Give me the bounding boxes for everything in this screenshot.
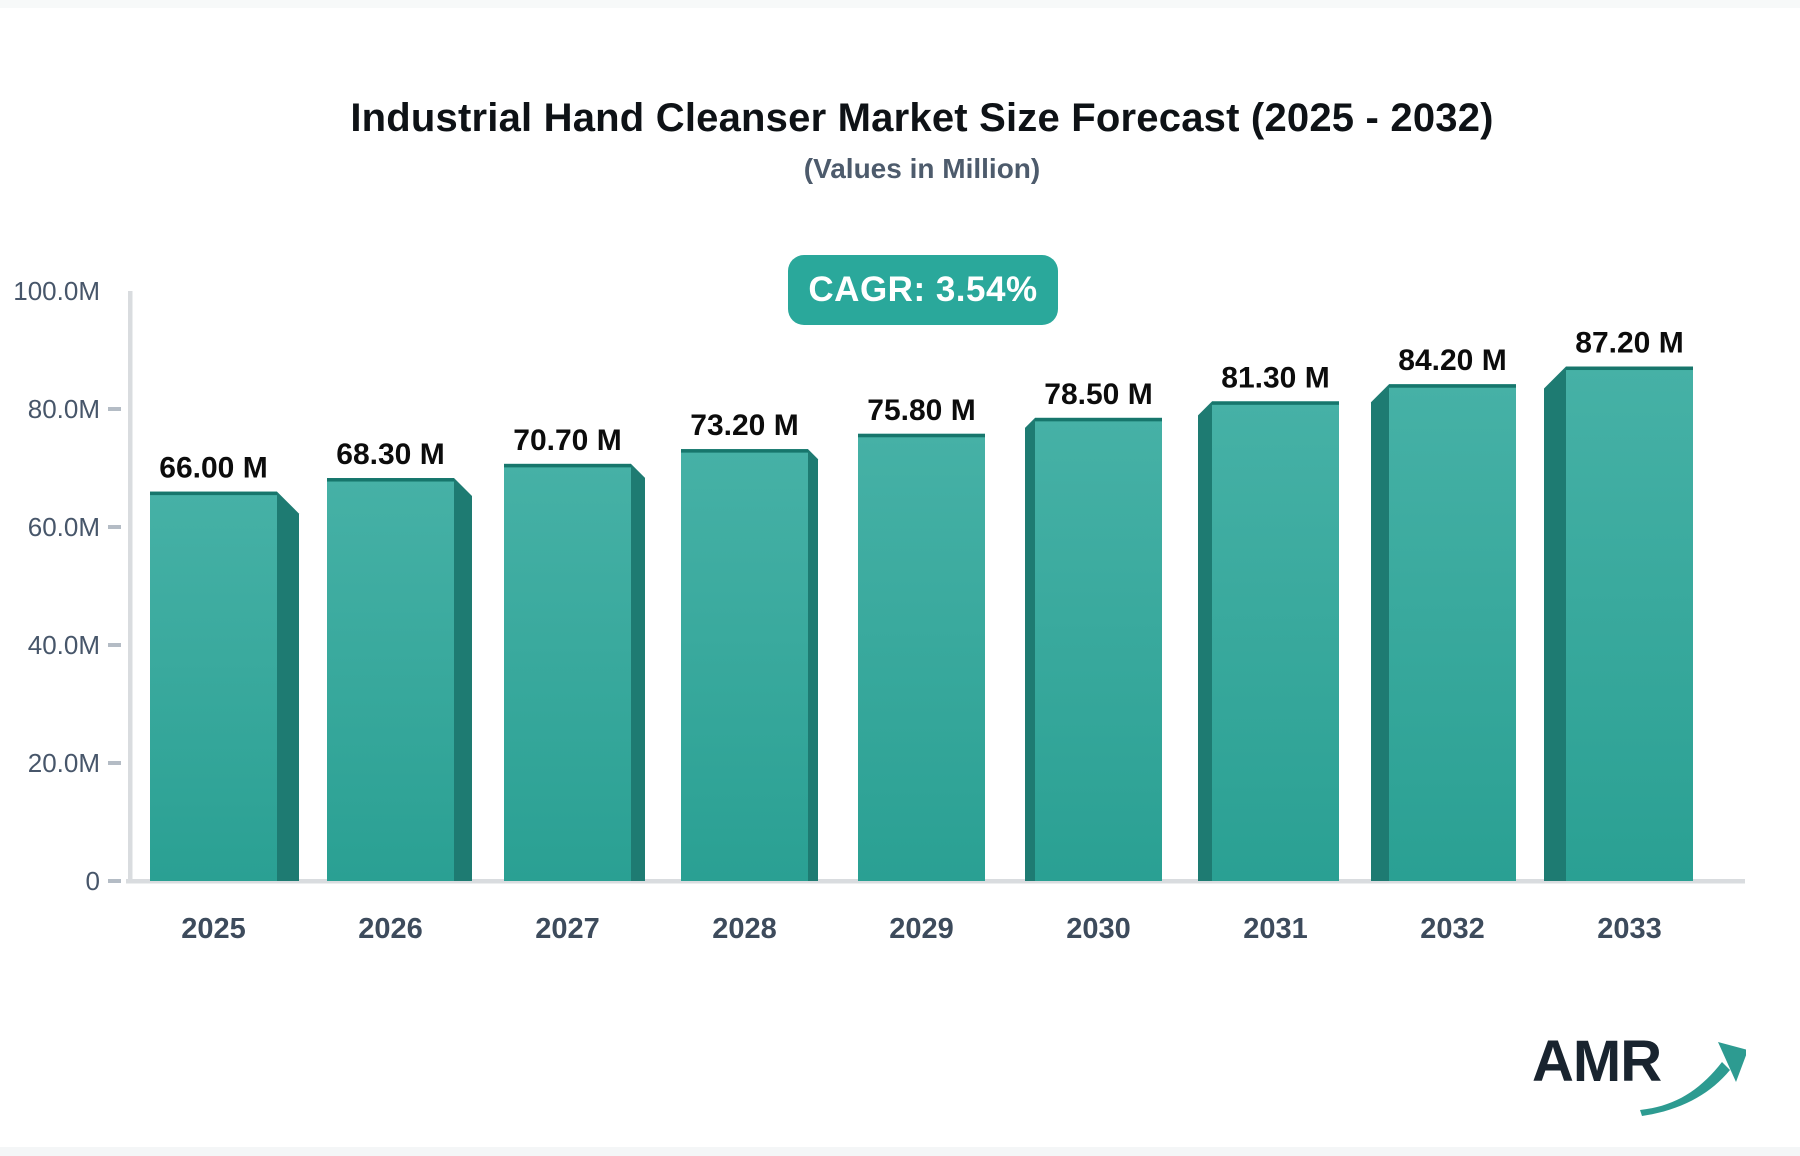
- bar-top-edge-2031: [1212, 401, 1339, 405]
- y-axis-tick-dash: [108, 761, 121, 765]
- x-axis-year-label: 2029: [889, 913, 954, 945]
- bar-value-label: 75.80 M: [867, 394, 975, 427]
- bar-top-edge-2029: [858, 433, 985, 438]
- top-border-strip: [0, 0, 1800, 8]
- bar-2029: [858, 433, 985, 881]
- y-axis-tick-dash: [108, 407, 121, 411]
- x-axis-year-label: 2025: [181, 913, 246, 945]
- bar-2025: [150, 491, 277, 881]
- bar-side-face-2026: [454, 478, 472, 881]
- bar-side-face-2027: [631, 463, 645, 881]
- bar-2030: [1035, 417, 1162, 881]
- bar-value-label: 78.50 M: [1044, 378, 1152, 411]
- amr-logo-text: AMR: [1532, 1029, 1662, 1094]
- bar-value-label: 81.30 M: [1221, 361, 1329, 394]
- chart-title: Industrial Hand Cleanser Market Size For…: [350, 96, 1494, 140]
- y-axis-tick-dash: [108, 879, 121, 883]
- bar-side-face-2025: [277, 491, 299, 881]
- bar-2028: [681, 449, 808, 881]
- bar-top-edge-2030: [1035, 417, 1162, 422]
- bar-top-edge-2028: [681, 449, 808, 453]
- cagr-badge: CAGR: 3.54%: [788, 255, 1058, 325]
- bar-top-edge-2033: [1566, 366, 1693, 371]
- y-axis-line: [128, 291, 133, 883]
- x-axis-line: [126, 879, 1745, 884]
- bar-side-face-2033: [1544, 366, 1566, 881]
- bar-2033: [1566, 366, 1693, 881]
- cagr-badge-label: CAGR: 3.54%: [808, 270, 1038, 309]
- bar-2027: [504, 463, 631, 881]
- chart-subtitle: (Values in Million): [803, 153, 1041, 184]
- bar-top-edge-2032: [1389, 384, 1516, 388]
- y-axis-tick-dash: [108, 643, 121, 647]
- x-axis-year-label: 2027: [535, 913, 600, 945]
- bar-side-face-2032: [1371, 384, 1389, 881]
- bar-2026: [327, 478, 454, 881]
- amr-logo-arrow-icon: [1640, 1042, 1746, 1116]
- y-axis-tick-label: 0: [86, 866, 100, 896]
- bar-value-label: 70.70 M: [513, 424, 621, 457]
- bar-side-face-2031: [1198, 401, 1212, 881]
- bar-value-label: 68.30 M: [336, 438, 444, 471]
- bar-value-label: 87.20 M: [1575, 327, 1683, 360]
- chart-header: Industrial Hand Cleanser Market Size For…: [22, 96, 1800, 185]
- bar-top-edge-2025: [150, 491, 277, 496]
- y-axis-tick-label: 60.0M: [28, 512, 100, 542]
- x-axis-year-label: 2028: [712, 913, 777, 945]
- bar-2032: [1389, 384, 1516, 881]
- bar-top-edge-2026: [327, 478, 454, 482]
- x-axis-year-label: 2026: [358, 913, 423, 945]
- x-axis-year-label: 2031: [1243, 913, 1308, 945]
- y-axis-tick-label: 100.0M: [13, 276, 100, 306]
- y-axis-tick-label: 20.0M: [28, 748, 100, 778]
- y-axis-tick-label: 80.0M: [28, 394, 100, 424]
- x-axis-year-label: 2032: [1420, 913, 1485, 945]
- bar-top-edge-2027: [504, 463, 631, 468]
- bar-side-face-2028: [808, 449, 818, 881]
- x-axis-year-label: 2033: [1597, 913, 1662, 945]
- bar-side-face-2030: [1025, 417, 1035, 881]
- y-axis-tick-label: 40.0M: [28, 630, 100, 660]
- bar-value-label: 73.20 M: [690, 409, 798, 442]
- bar-value-label: 84.20 M: [1398, 344, 1506, 377]
- amr-logo: AMR: [1532, 1028, 1746, 1128]
- y-axis-tick-dash: [108, 525, 121, 529]
- bar-2031: [1212, 401, 1339, 881]
- bottom-border-strip: [0, 1147, 1800, 1156]
- x-axis-year-label: 2030: [1066, 913, 1131, 945]
- bar-value-label: 66.00 M: [159, 452, 267, 485]
